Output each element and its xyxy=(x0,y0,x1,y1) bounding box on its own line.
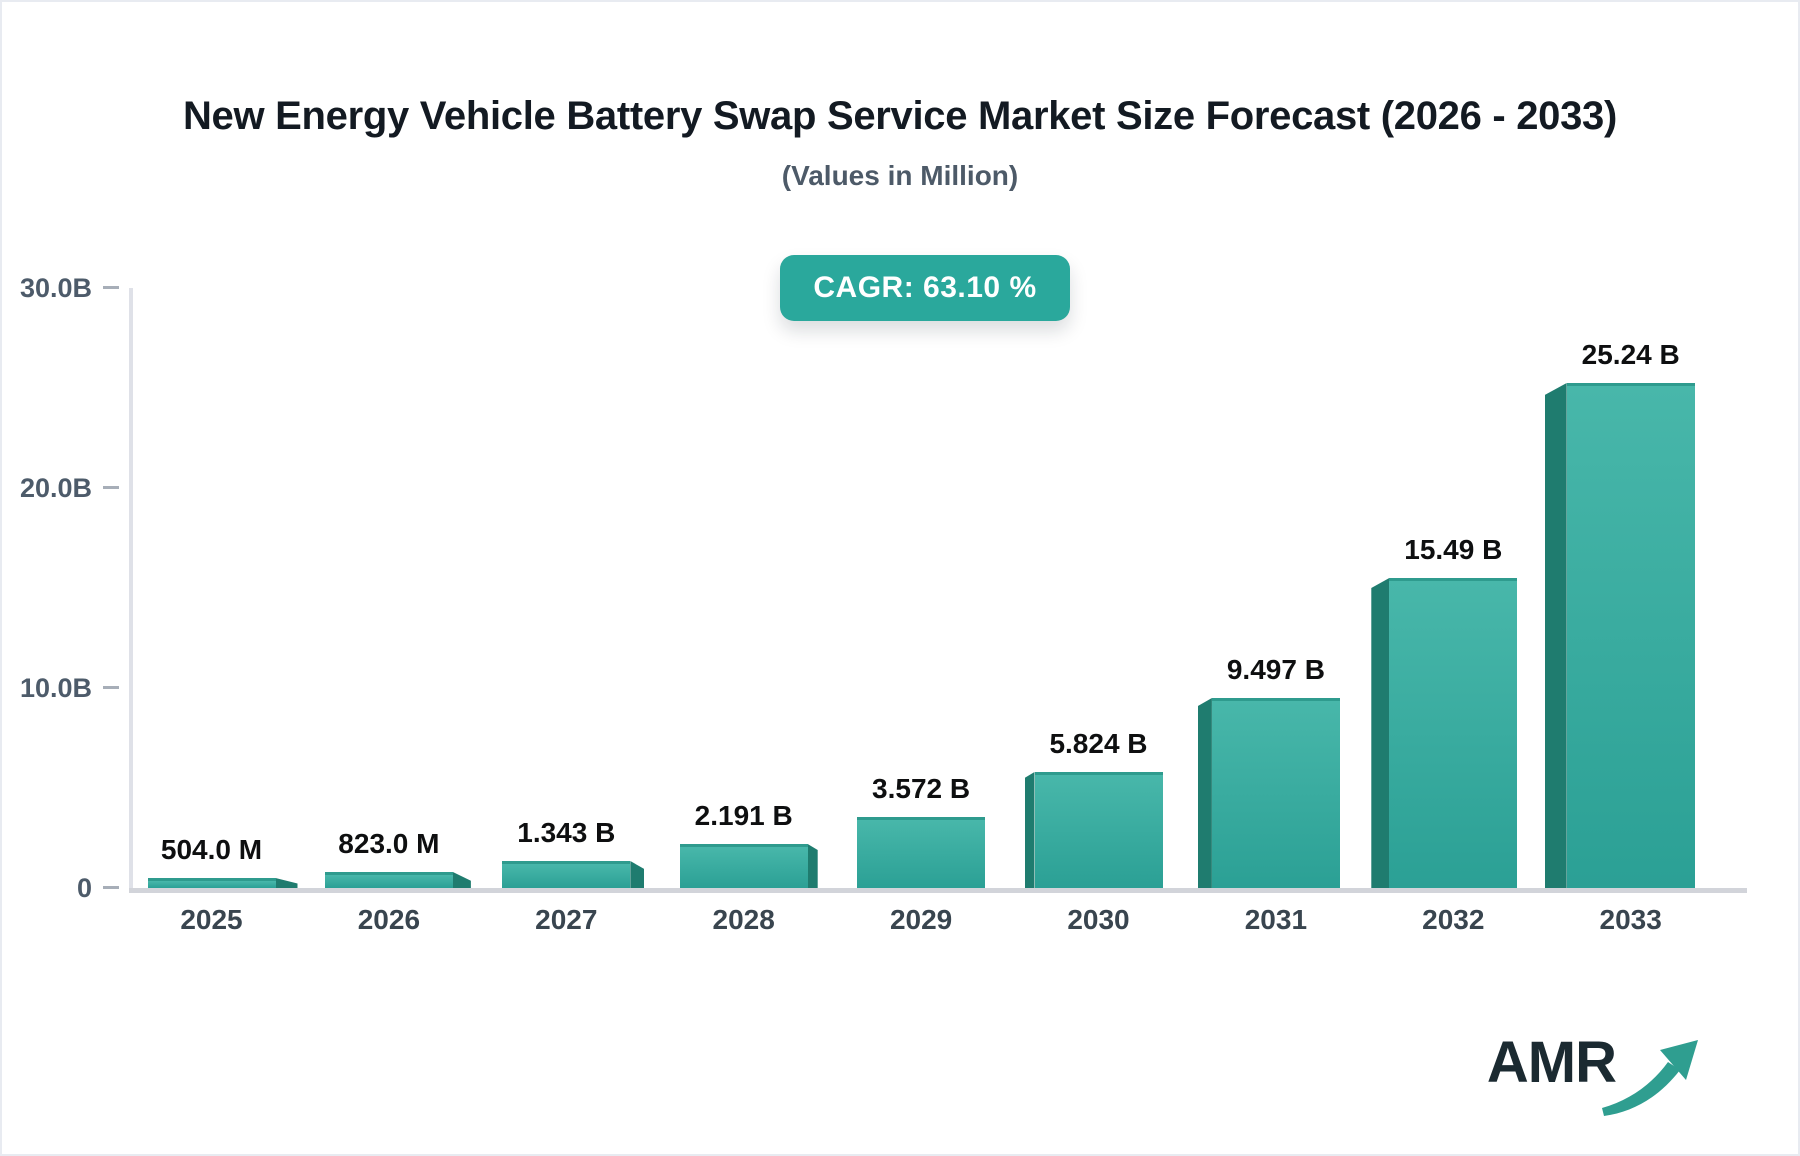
bar xyxy=(1389,578,1518,888)
x-axis-label: 2033 xyxy=(1599,904,1662,935)
x-axis-label: 2027 xyxy=(535,904,598,935)
y-axis-tick-mark xyxy=(103,286,119,289)
bar xyxy=(1034,772,1163,888)
bar-value-label: 504.0 M xyxy=(160,834,263,865)
bar-value-label: 15.49 B xyxy=(1404,534,1503,565)
bar-side-face xyxy=(275,878,298,888)
bar xyxy=(502,861,631,888)
cagr-badge: CAGR: 63.10 % xyxy=(780,255,1070,321)
bar xyxy=(857,817,986,888)
bar xyxy=(1211,698,1340,888)
bar xyxy=(147,878,276,888)
bar-side-face xyxy=(452,872,471,888)
bar xyxy=(679,844,808,888)
bar-value-label: 823.0 M xyxy=(338,828,440,859)
amr-logo-text: AMR xyxy=(1486,1030,1617,1095)
bar-value-label: 25.24 B xyxy=(1581,339,1680,370)
growth-arrow-icon xyxy=(1602,1040,1698,1116)
bar-value-label: 2.191 B xyxy=(694,800,793,831)
x-axis-label: 2032 xyxy=(1422,904,1485,935)
x-axis-line xyxy=(129,888,1747,893)
y-axis-tick-mark xyxy=(103,486,119,489)
x-axis-label: 2026 xyxy=(357,904,421,935)
bar xyxy=(324,872,453,888)
y-axis-line xyxy=(129,288,133,892)
bar-value-label: 3.572 B xyxy=(872,773,971,804)
bar xyxy=(1566,383,1695,888)
y-axis-tick-mark xyxy=(103,686,119,689)
bar-side-face xyxy=(1544,383,1567,888)
x-axis-label: 2025 xyxy=(180,904,243,935)
x-axis-label: 2028 xyxy=(712,904,775,935)
x-axis-label: 2029 xyxy=(889,904,953,935)
bar-value-label: 5.824 B xyxy=(1049,728,1148,759)
chart-title: New Energy Vehicle Battery Swap Service … xyxy=(182,94,1618,138)
y-axis-tick-label: 20.0B xyxy=(19,473,92,503)
chart-subtitle: (Values in Million) xyxy=(781,160,1019,191)
bar-side-face xyxy=(630,861,645,888)
x-axis-label: 2031 xyxy=(1244,904,1308,935)
bar-side-face xyxy=(807,844,818,888)
y-axis-tick-label: 10.0B xyxy=(19,673,92,703)
bar-side-face xyxy=(1371,578,1390,888)
bar-side-face xyxy=(1024,772,1035,888)
bar-value-label: 9.497 B xyxy=(1226,654,1325,685)
bar-side-face xyxy=(1197,698,1212,888)
y-axis-tick-label: 30.0B xyxy=(19,273,92,303)
amr-logo: AMR xyxy=(1487,1030,1702,1122)
y-axis-tick-label: 0 xyxy=(76,873,92,903)
y-axis-tick-mark xyxy=(103,886,119,889)
bar-value-label: 1.343 B xyxy=(517,817,616,848)
x-axis-label: 2030 xyxy=(1067,904,1130,935)
